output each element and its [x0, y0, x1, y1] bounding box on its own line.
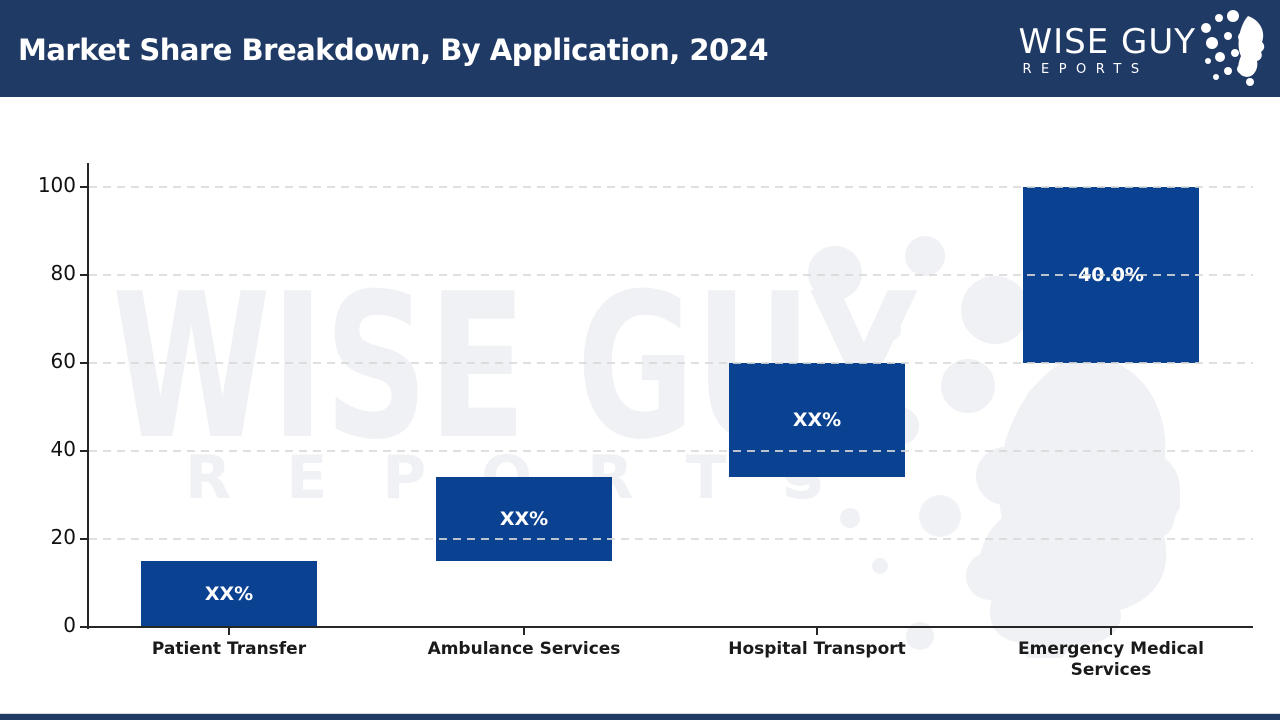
- y-tick-mark: [80, 450, 88, 452]
- y-axis-line: [87, 163, 89, 629]
- footer-bar: [0, 714, 1280, 720]
- x-tick-mark: [816, 627, 818, 635]
- y-tick-label: 0: [63, 613, 76, 637]
- gridline: [89, 538, 1253, 540]
- bar-value-label: XX%: [204, 583, 254, 605]
- y-tick-mark: [80, 362, 88, 364]
- y-tick-label: 80: [50, 261, 76, 285]
- x-axis-category-label: Patient Transfer: [151, 639, 307, 659]
- wiseguy-logo: WISE GUY REPORTS: [1018, 10, 1266, 92]
- waterfall-bar: XX%: [729, 363, 905, 478]
- gridline: [89, 274, 1253, 276]
- y-tick-label: 20: [50, 525, 76, 549]
- x-axis-category-label: Hospital Transport: [728, 639, 906, 659]
- y-tick-mark: [80, 626, 88, 628]
- page-title: Market Share Breakdown, By Application, …: [18, 33, 769, 67]
- x-axis-line: [82, 626, 1253, 628]
- x-tick-mark: [523, 627, 525, 635]
- x-tick-mark: [228, 627, 230, 635]
- gridline: [89, 186, 1253, 188]
- y-tick-label: 100: [37, 173, 76, 197]
- logo-face-icon: [1198, 10, 1266, 92]
- footer-hairline: [0, 713, 1280, 714]
- y-tick-label: 40: [50, 437, 76, 461]
- bar-value-label: XX%: [792, 409, 842, 432]
- y-tick-label: 60: [50, 349, 76, 373]
- bar-value-label: XX%: [499, 508, 549, 531]
- gridline: [89, 450, 1253, 452]
- x-axis-category-label: Ambulance Services: [427, 639, 621, 659]
- logo-reports-text: REPORTS: [1022, 61, 1149, 77]
- x-axis-category-label: Emergency Medical Services: [1018, 639, 1204, 681]
- logo-wordmark: WISE GUY: [1018, 22, 1196, 63]
- y-tick-mark: [80, 538, 88, 540]
- header-bar: Market Share Breakdown, By Application, …: [0, 0, 1280, 97]
- y-tick-mark: [80, 186, 88, 188]
- waterfall-bar: XX%: [436, 477, 612, 561]
- x-tick-mark: [1110, 627, 1112, 635]
- waterfall-bar: XX%: [141, 561, 317, 627]
- y-tick-mark: [80, 274, 88, 276]
- gridline: [89, 362, 1253, 364]
